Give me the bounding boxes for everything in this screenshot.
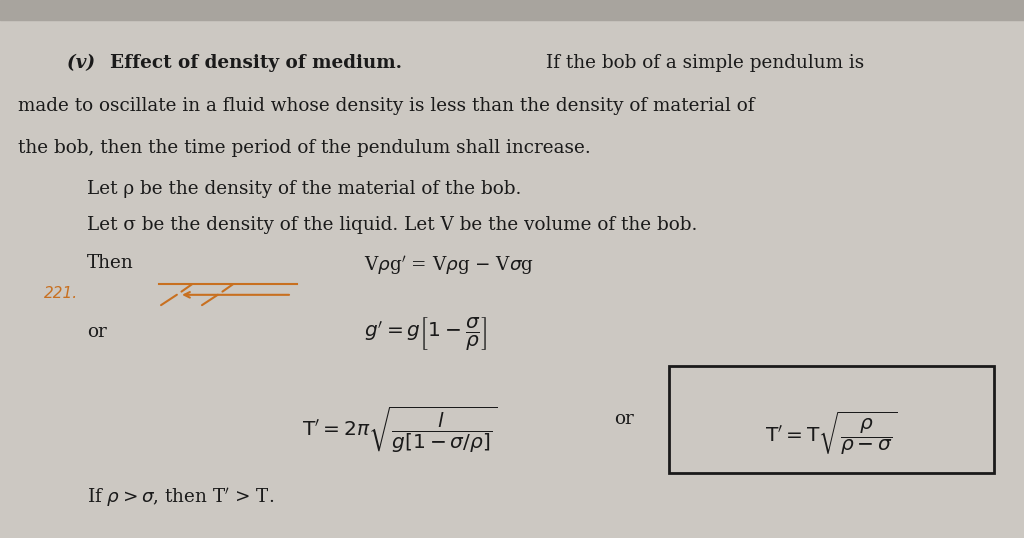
Bar (0, 0, 1024, 20)
Text: Let ρ be the density of the material of the bob.: Let ρ be the density of the material of … (87, 180, 521, 198)
Text: or: or (614, 410, 634, 428)
Text: $g' = g\left[1 - \dfrac{\sigma}{\rho}\right]$: $g' = g\left[1 - \dfrac{\sigma}{\rho}\ri… (364, 315, 486, 352)
Text: Let σ be the density of the liquid. Let V be the volume of the bob.: Let σ be the density of the liquid. Let … (87, 216, 697, 234)
FancyBboxPatch shape (669, 366, 994, 473)
Text: (v): (v) (67, 54, 101, 72)
Text: If the bob of a simple pendulum is: If the bob of a simple pendulum is (540, 54, 864, 72)
Text: If $\rho > \sigma$, then T$'$ > T.: If $\rho > \sigma$, then T$'$ > T. (87, 486, 274, 509)
Text: made to oscillate in a fluid whose density is less than the density of material : made to oscillate in a fluid whose densi… (18, 97, 755, 115)
Text: Then: Then (87, 254, 134, 272)
Text: 221.: 221. (44, 286, 78, 301)
Text: or: or (87, 323, 106, 341)
Text: Effect of density of medium.: Effect of density of medium. (110, 54, 401, 72)
Text: V$\rho$g$'$ = V$\rho$g $-$ V$\sigma$g: V$\rho$g$'$ = V$\rho$g $-$ V$\sigma$g (364, 254, 534, 278)
Text: $\mathrm{T}' = \mathrm{T}\sqrt{\dfrac{\rho}{\rho-\sigma}}$: $\mathrm{T}' = \mathrm{T}\sqrt{\dfrac{\r… (765, 409, 898, 457)
Text: the bob, then the time period of the pendulum shall increase.: the bob, then the time period of the pen… (18, 139, 591, 157)
Text: $\mathrm{T}' = 2\pi\sqrt{\dfrac{l}{g[1-\sigma/\rho]}}$: $\mathrm{T}' = 2\pi\sqrt{\dfrac{l}{g[1-\… (302, 405, 497, 456)
